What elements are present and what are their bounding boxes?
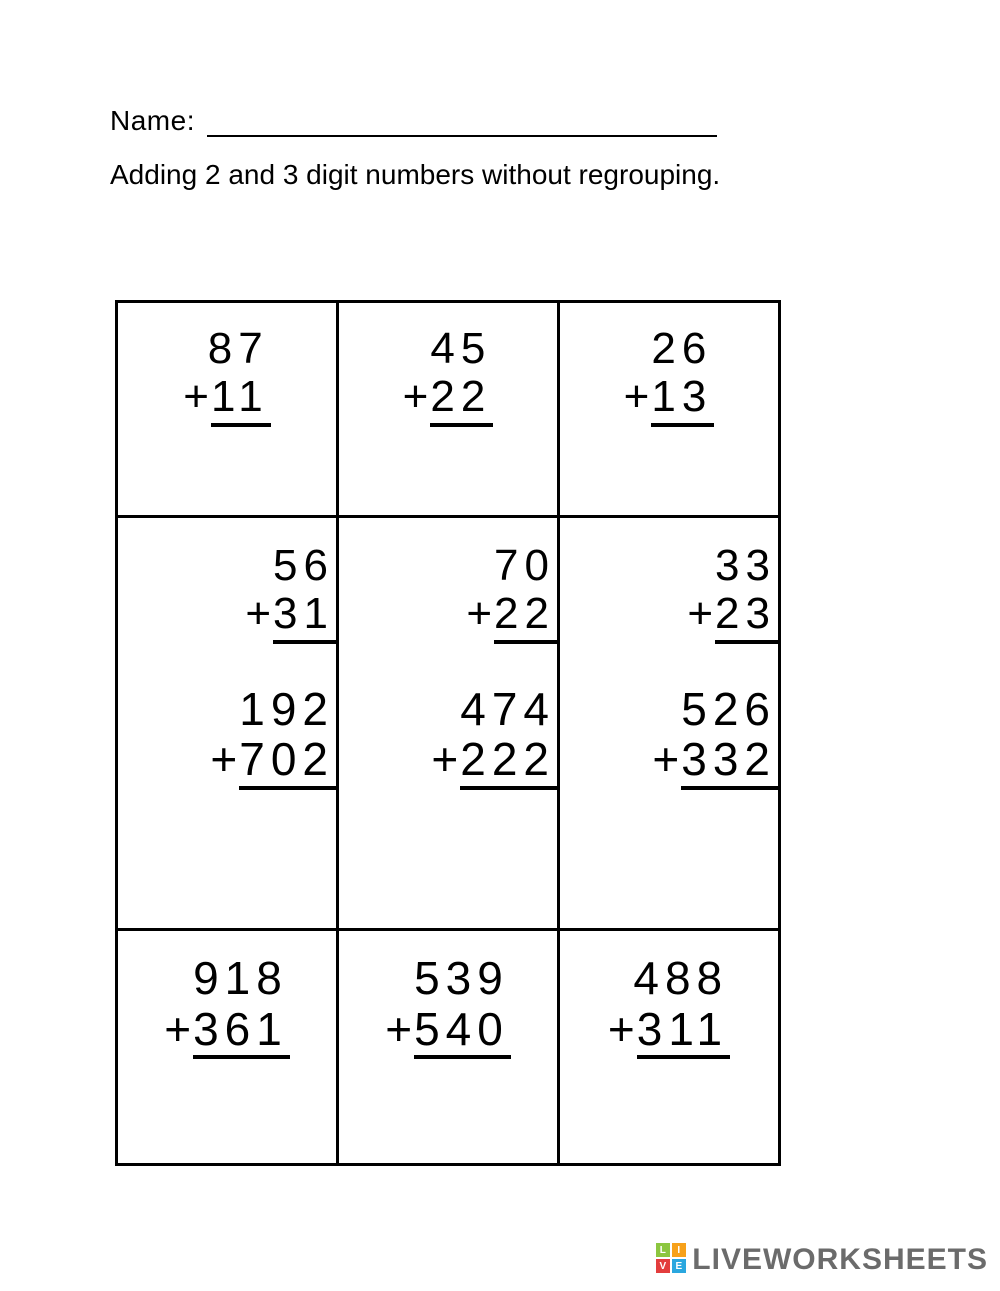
cell-r2c3: 33 +23 526 +332 [559, 517, 780, 930]
plus-sign: + [624, 373, 650, 421]
problem-7-bottom: 702 [239, 734, 336, 790]
name-input-line[interactable] [207, 111, 717, 137]
problem-11-top: 539 [385, 953, 511, 1004]
problem-2-bottom: 22 [430, 373, 493, 426]
problem-8-bottom: 222 [460, 734, 557, 790]
problem-9-bottom: 332 [681, 734, 778, 790]
plus-sign: + [652, 734, 679, 785]
problem-9-top: 526 [560, 684, 778, 735]
problem-7[interactable]: 192 +702 [118, 684, 336, 790]
worksheet-header: Name: Adding 2 and 3 digit numbers witho… [110, 105, 890, 191]
problem-12-top: 488 [608, 953, 730, 1004]
problem-10-bottom: 361 [193, 1004, 290, 1060]
problem-6-bottom: 23 [715, 590, 778, 643]
problem-2[interactable]: 45 +22 [403, 325, 494, 427]
plus-sign: + [403, 373, 429, 421]
liveworksheets-watermark: L I V E LIVEWORKSHEETS [656, 1243, 988, 1277]
plus-sign: + [245, 590, 271, 638]
problem-8[interactable]: 474 +222 [339, 684, 557, 790]
problem-11[interactable]: 539 +540 [385, 953, 511, 1059]
badge-i: I [672, 1243, 686, 1257]
watermark-text: LIVEWORKSHEETS [692, 1243, 988, 1277]
problem-1-bottom: 11 [211, 373, 271, 426]
problems-grid: 87 +11 45 +22 26 +13 [115, 300, 781, 1166]
plus-sign: + [431, 734, 458, 785]
cell-r2c2: 70 +22 474 +222 [338, 517, 559, 930]
problem-12[interactable]: 488 +311 [608, 953, 730, 1059]
instructions-text: Adding 2 and 3 digit numbers without reg… [110, 159, 890, 191]
problem-4[interactable]: 56 +31 [118, 542, 336, 644]
problem-10[interactable]: 918 +361 [164, 953, 290, 1059]
problem-8-top: 474 [339, 684, 557, 735]
problem-7-top: 192 [118, 684, 336, 735]
problem-5[interactable]: 70 +22 [339, 542, 557, 644]
cell-r3c1: 918 +361 [117, 930, 338, 1165]
problem-9[interactable]: 526 +332 [560, 684, 778, 790]
problem-11-bottom: 540 [414, 1004, 511, 1060]
problem-12-bottom: 311 [637, 1004, 730, 1060]
problem-3-top: 26 [624, 325, 715, 373]
plus-sign: + [164, 1004, 191, 1055]
cell-r2c1: 56 +31 192 +702 [117, 517, 338, 930]
cell-r1c2: 45 +22 [338, 302, 559, 517]
problem-6[interactable]: 33 +23 [560, 542, 778, 644]
problem-6-top: 33 [560, 542, 778, 590]
problem-4-bottom: 31 [273, 590, 336, 643]
cell-r3c3: 488 +311 [559, 930, 780, 1165]
watermark-badge-icon: L I V E [656, 1243, 686, 1273]
problem-4-top: 56 [118, 542, 336, 590]
cell-r1c1: 87 +11 [117, 302, 338, 517]
problem-3-bottom: 13 [651, 373, 714, 426]
problem-1[interactable]: 87 +11 [183, 325, 270, 427]
plus-sign: + [687, 590, 713, 638]
plus-sign: + [608, 1004, 635, 1055]
worksheet-page: Name: Adding 2 and 3 digit numbers witho… [0, 0, 1000, 1291]
problem-5-top: 70 [339, 542, 557, 590]
plus-sign: + [183, 373, 209, 421]
plus-sign: + [466, 590, 492, 638]
problem-5-bottom: 22 [494, 590, 557, 643]
name-label: Name: [110, 105, 195, 136]
cell-r3c2: 539 +540 [338, 930, 559, 1165]
plus-sign: + [210, 734, 237, 785]
badge-l: L [656, 1243, 670, 1257]
problem-2-top: 45 [403, 325, 494, 373]
problem-3[interactable]: 26 +13 [624, 325, 715, 427]
problem-10-top: 918 [164, 953, 290, 1004]
name-row: Name: [110, 105, 890, 137]
problem-1-top: 87 [183, 325, 270, 373]
badge-e: E [672, 1259, 686, 1273]
cell-r1c3: 26 +13 [559, 302, 780, 517]
badge-v: V [656, 1259, 670, 1273]
plus-sign: + [385, 1004, 412, 1055]
